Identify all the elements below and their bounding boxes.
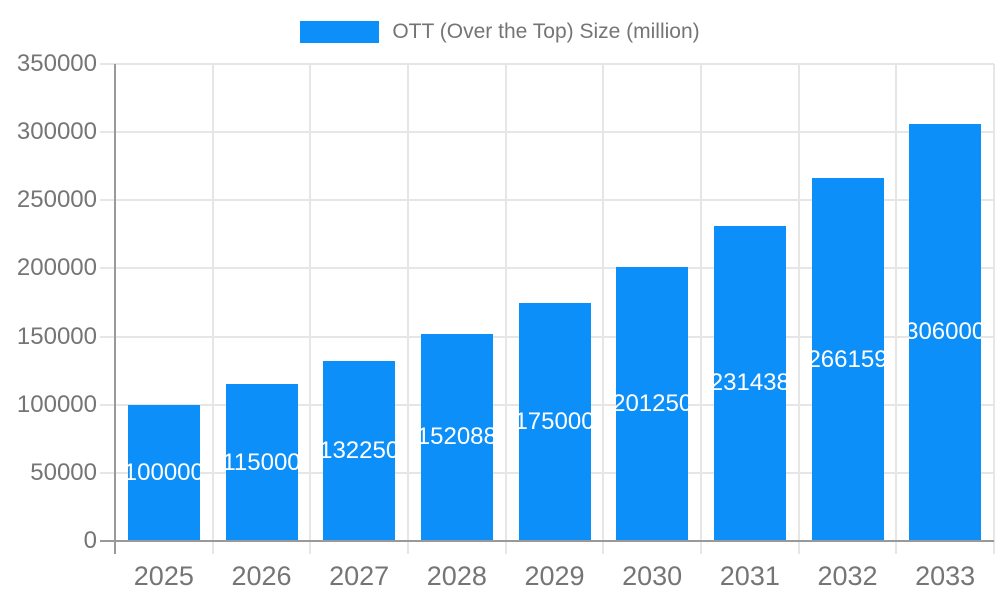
y-tick-label: 0 [83, 527, 97, 554]
bar-value-label: 231438 [713, 369, 786, 397]
legend-swatch [300, 21, 380, 43]
y-gridline [100, 63, 994, 65]
y-axis-line [114, 64, 116, 554]
bar-value-label: 306000 [909, 318, 982, 346]
bar[interactable]: 100000 [127, 404, 200, 541]
x-tick-label: 2029 [524, 561, 585, 591]
y-gridline [100, 267, 994, 270]
bar-value-label: 201250 [616, 389, 689, 417]
bar-value-label: 266159 [811, 345, 884, 373]
y-tick-label: 50000 [30, 458, 97, 486]
x-gridline [700, 64, 702, 554]
y-tick-label: 300000 [16, 118, 97, 146]
x-gridline [407, 64, 409, 554]
bar[interactable]: 231438 [713, 225, 786, 541]
bar-value-label: 175000 [518, 407, 591, 435]
y-tick-label: 200000 [16, 254, 97, 282]
x-tick-label: 2032 [817, 561, 878, 591]
y-gridline [100, 199, 994, 202]
x-gridline [993, 64, 995, 554]
legend-label: OTT (Over the Top) Size (million) [392, 20, 700, 43]
x-axis-line [100, 540, 994, 542]
x-tick-label: 2033 [915, 561, 976, 591]
x-tick-label: 2028 [426, 561, 487, 591]
bar[interactable]: 266159 [811, 178, 884, 541]
x-gridline [211, 64, 214, 554]
x-gridline [504, 64, 507, 554]
y-tick-label: 350000 [16, 50, 97, 77]
bar-value-label: 132250 [323, 436, 396, 464]
x-tick-label: 2031 [719, 561, 780, 591]
bar[interactable]: 152088 [420, 333, 493, 541]
x-gridline [309, 64, 312, 554]
bar[interactable]: 132250 [323, 360, 396, 541]
x-tick-label: 2030 [622, 561, 683, 591]
y-tick-label: 100000 [16, 390, 97, 418]
bar[interactable]: 201250 [616, 266, 689, 541]
bar-value-label: 100000 [127, 458, 200, 486]
chart-legend: OTT (Over the Top) Size (million) [0, 14, 1000, 50]
bar[interactable]: 115000 [225, 384, 298, 541]
bar[interactable]: 306000 [909, 123, 982, 541]
x-gridline [602, 64, 605, 554]
x-gridline [895, 64, 898, 554]
x-gridline [797, 64, 800, 554]
y-tick-label: 250000 [16, 186, 97, 214]
bar[interactable]: 175000 [518, 302, 591, 541]
bar-value-label: 152088 [420, 423, 493, 451]
y-tick-label: 150000 [16, 322, 97, 350]
y-gridline [100, 131, 994, 134]
x-tick-label: 2026 [231, 561, 292, 591]
x-tick-label: 2027 [329, 561, 390, 591]
x-tick-label: 2025 [133, 561, 194, 591]
bar-value-label: 115000 [225, 448, 298, 476]
